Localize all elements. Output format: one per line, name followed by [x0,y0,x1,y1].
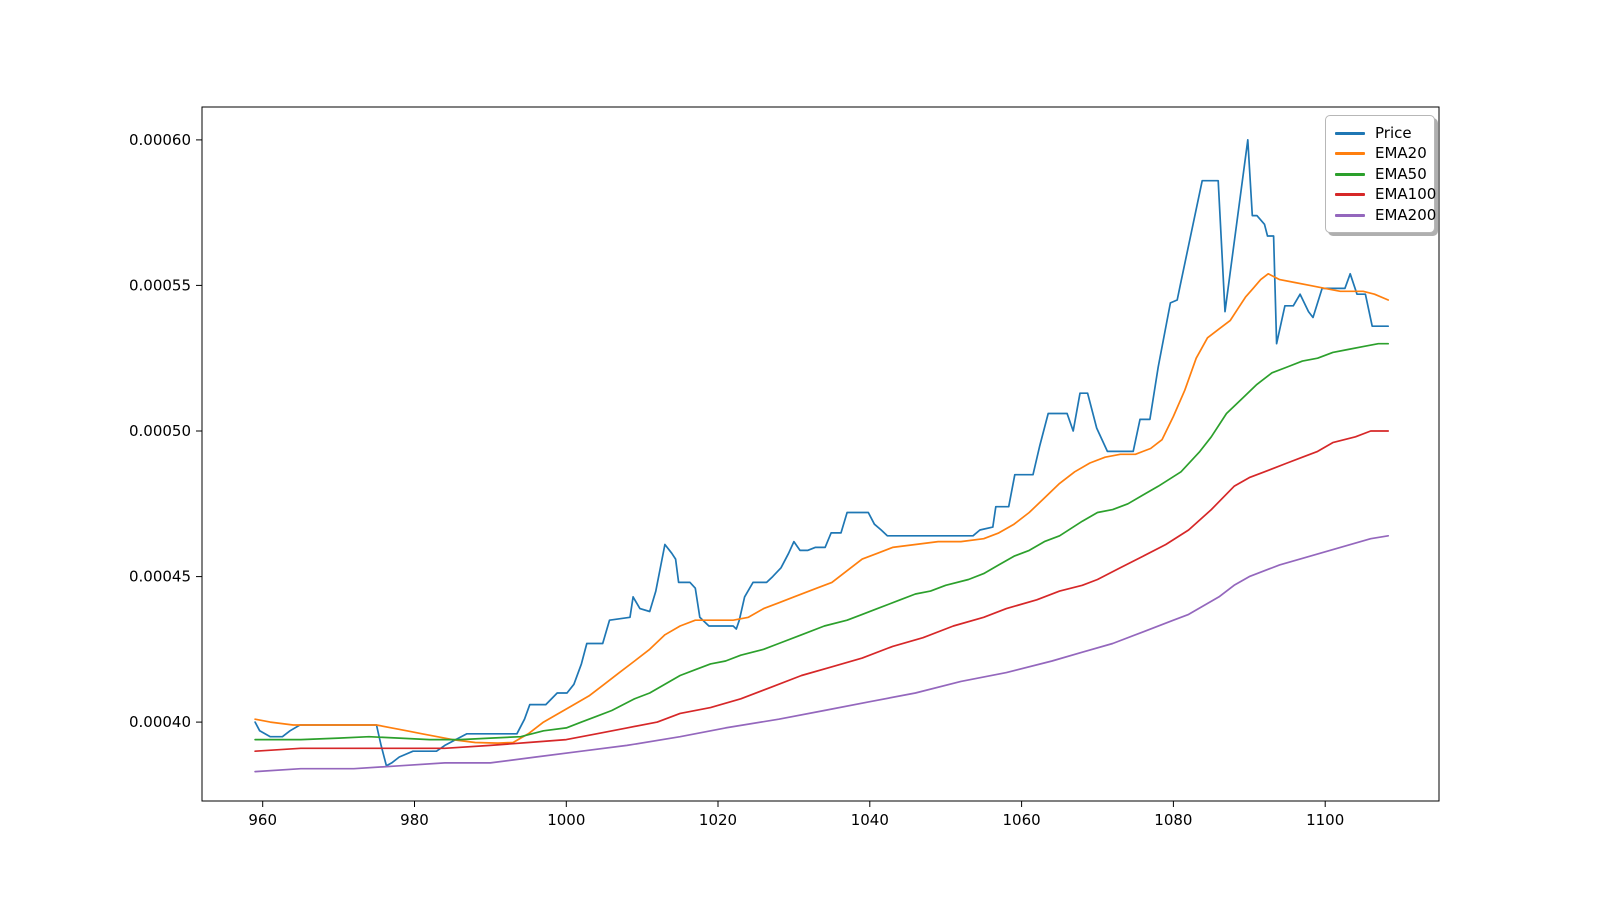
legend-label: EMA200 [1375,205,1437,224]
x-tick-label: 1100 [1306,811,1344,829]
y-tick-label: 0.00060 [129,131,191,149]
series-lines [254,139,1390,773]
series-line-ema200 [254,534,1390,773]
series-line-ema100 [254,430,1390,753]
series-line-price [254,139,1390,767]
y-tick-label: 0.00055 [129,276,191,294]
y-tick-label: 0.00040 [129,713,191,731]
y-axis-ticks: 0.00040 0.00045 0.00050 0.00055 0.00060 [129,131,202,731]
legend[interactable]: Price EMA20 EMA50 EMA100 EMA200 [1325,115,1436,233]
x-tick-label: 960 [248,811,277,829]
x-axis-ticks: 960 980 1000 1020 1040 1060 1080 1100 [248,801,1344,829]
legend-item-ema20: EMA20 [1335,144,1427,165]
legend-item-price: Price [1335,123,1426,144]
legend-label: EMA100 [1375,185,1437,204]
x-tick-label: 1000 [547,811,585,829]
x-tick-label: 1080 [1154,811,1192,829]
legend-line-sample [1335,193,1365,197]
y-tick-label: 0.00050 [129,422,191,440]
y-tick-label: 0.00045 [129,568,191,586]
x-tick-label: 1020 [699,811,737,829]
x-tick-label: 1040 [851,811,889,829]
legend-line-sample [1335,213,1365,217]
legend-item-ema200: EMA200 [1335,205,1436,226]
legend-line-sample [1335,131,1365,135]
series-line-ema20 [254,272,1390,744]
axes-frame [201,106,1440,802]
legend-line-sample [1335,172,1365,176]
x-tick-label: 980 [400,811,429,829]
legend-item-ema50: EMA50 [1335,164,1427,185]
series-line-ema50 [254,342,1390,741]
legend-label: EMA20 [1375,144,1427,163]
legend-label: EMA50 [1375,164,1427,183]
x-tick-label: 1060 [1003,811,1041,829]
legend-item-ema100: EMA100 [1335,185,1436,206]
legend-line-sample [1335,152,1365,156]
legend-label: Price [1375,123,1412,142]
